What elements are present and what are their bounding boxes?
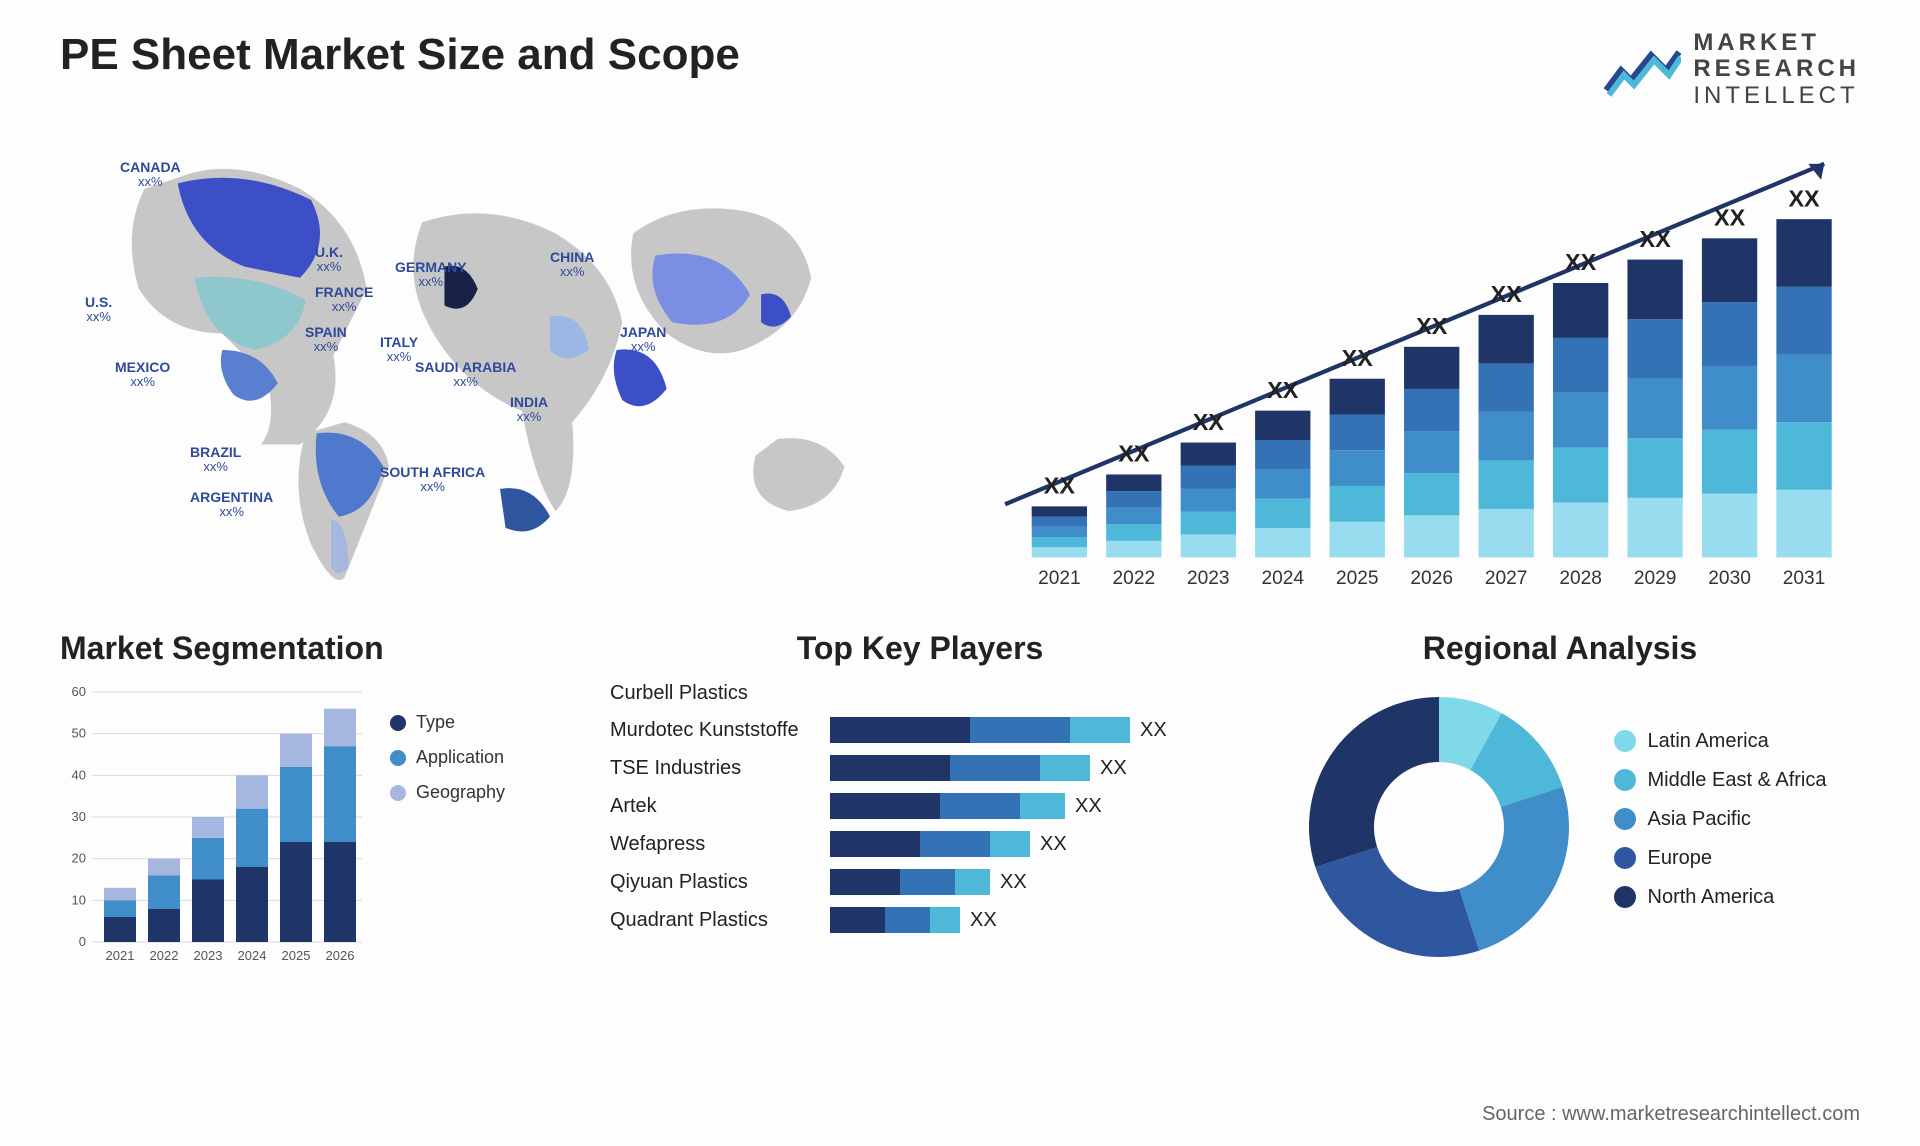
player-value: XX: [1100, 757, 1127, 780]
svg-text:XX: XX: [1788, 185, 1820, 211]
player-row: Murdotec Kunststoffe XX: [610, 717, 1230, 743]
svg-text:2028: 2028: [1559, 568, 1602, 589]
segmentation-panel: Market Segmentation 0 10 20 30 40 50 60 2021 202…: [60, 630, 580, 1030]
map-label-southafrica: SOUTH AFRICAxx%: [380, 465, 485, 495]
map-label-italy: ITALYxx%: [380, 335, 418, 365]
map-label-china: CHINAxx%: [550, 250, 594, 280]
seg-legend-geography: Geography: [390, 782, 505, 803]
svg-text:30: 30: [72, 809, 86, 824]
map-label-spain: SPAINxx%: [305, 325, 347, 355]
svg-text:10: 10: [72, 892, 86, 907]
svg-text:2030: 2030: [1708, 568, 1751, 589]
svg-text:50: 50: [72, 726, 86, 741]
map-label-saudiarabia: SAUDI ARABIAxx%: [415, 360, 516, 390]
svg-text:0: 0: [79, 934, 86, 949]
svg-text:2023: 2023: [1187, 568, 1230, 589]
growth-chart: XX 2021 XX 2022 XX 2023 XX 2024 XX 2025 XX 2026 XX 20…: [980, 100, 1860, 600]
svg-text:XX: XX: [1714, 205, 1746, 231]
svg-text:XX: XX: [1640, 226, 1672, 252]
player-curbell: Curbell Plastics: [610, 682, 830, 705]
regional-legend: Latin America Middle East & Africa Asia Pa…: [1614, 730, 1827, 925]
player-name: Artek: [610, 795, 830, 818]
map-label-germany: GERMANYxx%: [395, 260, 467, 290]
region-legend-item: Middle East & Africa: [1614, 769, 1827, 792]
seg-legend-type: Type: [390, 712, 505, 733]
map-label-uk: U.K.xx%: [315, 245, 343, 275]
svg-text:2023: 2023: [194, 948, 223, 963]
svg-text:2024: 2024: [1261, 568, 1304, 589]
segmentation-chart: 0 10 20 30 40 50 60 2021 2022 2023 2024 2025 2026: [60, 682, 370, 982]
player-row: Quadrant Plastics XX: [610, 907, 1230, 933]
key-players-panel: Top Key Players Curbell Plastics Murdote…: [610, 630, 1230, 1030]
map-label-brazil: BRAZILxx%: [190, 445, 241, 475]
world-map-panel: CANADAxx% U.S.xx% MEXICOxx% BRAZILxx% ARGENT…: [60, 100, 940, 600]
svg-text:2025: 2025: [282, 948, 311, 963]
player-name: TSE Industries: [610, 757, 830, 780]
svg-text:2031: 2031: [1783, 568, 1826, 589]
svg-text:XX: XX: [1118, 441, 1150, 467]
map-label-france: FRANCExx%: [315, 285, 373, 315]
logo-line1: MARKET: [1693, 30, 1860, 56]
svg-text:2022: 2022: [1113, 568, 1156, 589]
svg-text:40: 40: [72, 767, 86, 782]
svg-text:XX: XX: [1193, 409, 1225, 435]
player-value: XX: [1040, 833, 1067, 856]
map-label-japan: JAPANxx%: [620, 325, 666, 355]
map-label-argentina: ARGENTINAxx%: [190, 490, 273, 520]
region-legend-item: Europe: [1614, 847, 1827, 870]
svg-text:XX: XX: [1044, 473, 1076, 499]
player-value: XX: [1140, 719, 1167, 742]
region-legend-item: Asia Pacific: [1614, 808, 1827, 831]
svg-text:2026: 2026: [326, 948, 355, 963]
svg-text:XX: XX: [1342, 345, 1374, 371]
svg-text:2024: 2024: [238, 948, 267, 963]
player-name: Quadrant Plastics: [610, 909, 830, 932]
svg-text:2027: 2027: [1485, 568, 1528, 589]
map-label-us: U.S.xx%: [85, 295, 112, 325]
svg-text:2022: 2022: [150, 948, 179, 963]
svg-text:XX: XX: [1416, 313, 1448, 339]
svg-text:2021: 2021: [1038, 568, 1081, 589]
world-map: [60, 100, 940, 600]
segmentation-legend: Type Application Geography: [390, 682, 505, 982]
player-row: TSE Industries XX: [610, 755, 1230, 781]
logo-line2: RESEARCH: [1693, 56, 1860, 82]
key-players-title: Top Key Players: [610, 630, 1230, 667]
brand-logo: MARKET RESEARCH INTELLECT: [1601, 30, 1860, 109]
page-title: PE Sheet Market Size and Scope: [60, 30, 1860, 80]
segmentation-title: Market Segmentation: [60, 630, 580, 667]
map-label-india: INDIAxx%: [510, 395, 548, 425]
regional-donut-chart: [1294, 682, 1584, 972]
region-legend-item: Latin America: [1614, 730, 1827, 753]
svg-text:2021: 2021: [106, 948, 135, 963]
logo-icon: [1601, 40, 1681, 100]
svg-text:20: 20: [72, 851, 86, 866]
seg-legend-application: Application: [390, 747, 505, 768]
player-row: Artek XX: [610, 793, 1230, 819]
svg-text:2025: 2025: [1336, 568, 1379, 589]
svg-text:2029: 2029: [1634, 568, 1677, 589]
svg-text:2026: 2026: [1410, 568, 1453, 589]
player-name: Murdotec Kunststoffe: [610, 719, 830, 742]
map-label-mexico: MEXICOxx%: [115, 360, 170, 390]
svg-text:60: 60: [72, 684, 86, 699]
player-name: Qiyuan Plastics: [610, 871, 830, 894]
growth-bar-chart: XX 2021 XX 2022 XX 2023 XX 2024 XX 2025 XX 2026 XX 20…: [980, 100, 1860, 600]
player-value: XX: [1075, 795, 1102, 818]
player-row: Qiyuan Plastics XX: [610, 869, 1230, 895]
svg-text:XX: XX: [1491, 281, 1523, 307]
region-legend-item: North America: [1614, 886, 1827, 909]
map-label-canada: CANADAxx%: [120, 160, 181, 190]
svg-text:XX: XX: [1267, 377, 1299, 403]
player-name: Wefapress: [610, 833, 830, 856]
player-row: Wefapress XX: [610, 831, 1230, 857]
regional-title: Regional Analysis: [1260, 630, 1860, 667]
source-text: Source : www.marketresearchintellect.com: [1482, 1103, 1860, 1126]
svg-text:XX: XX: [1565, 249, 1597, 275]
player-value: XX: [970, 909, 997, 932]
player-value: XX: [1000, 871, 1027, 894]
regional-panel: Regional Analysis Latin America Middle Ea…: [1260, 630, 1860, 1030]
